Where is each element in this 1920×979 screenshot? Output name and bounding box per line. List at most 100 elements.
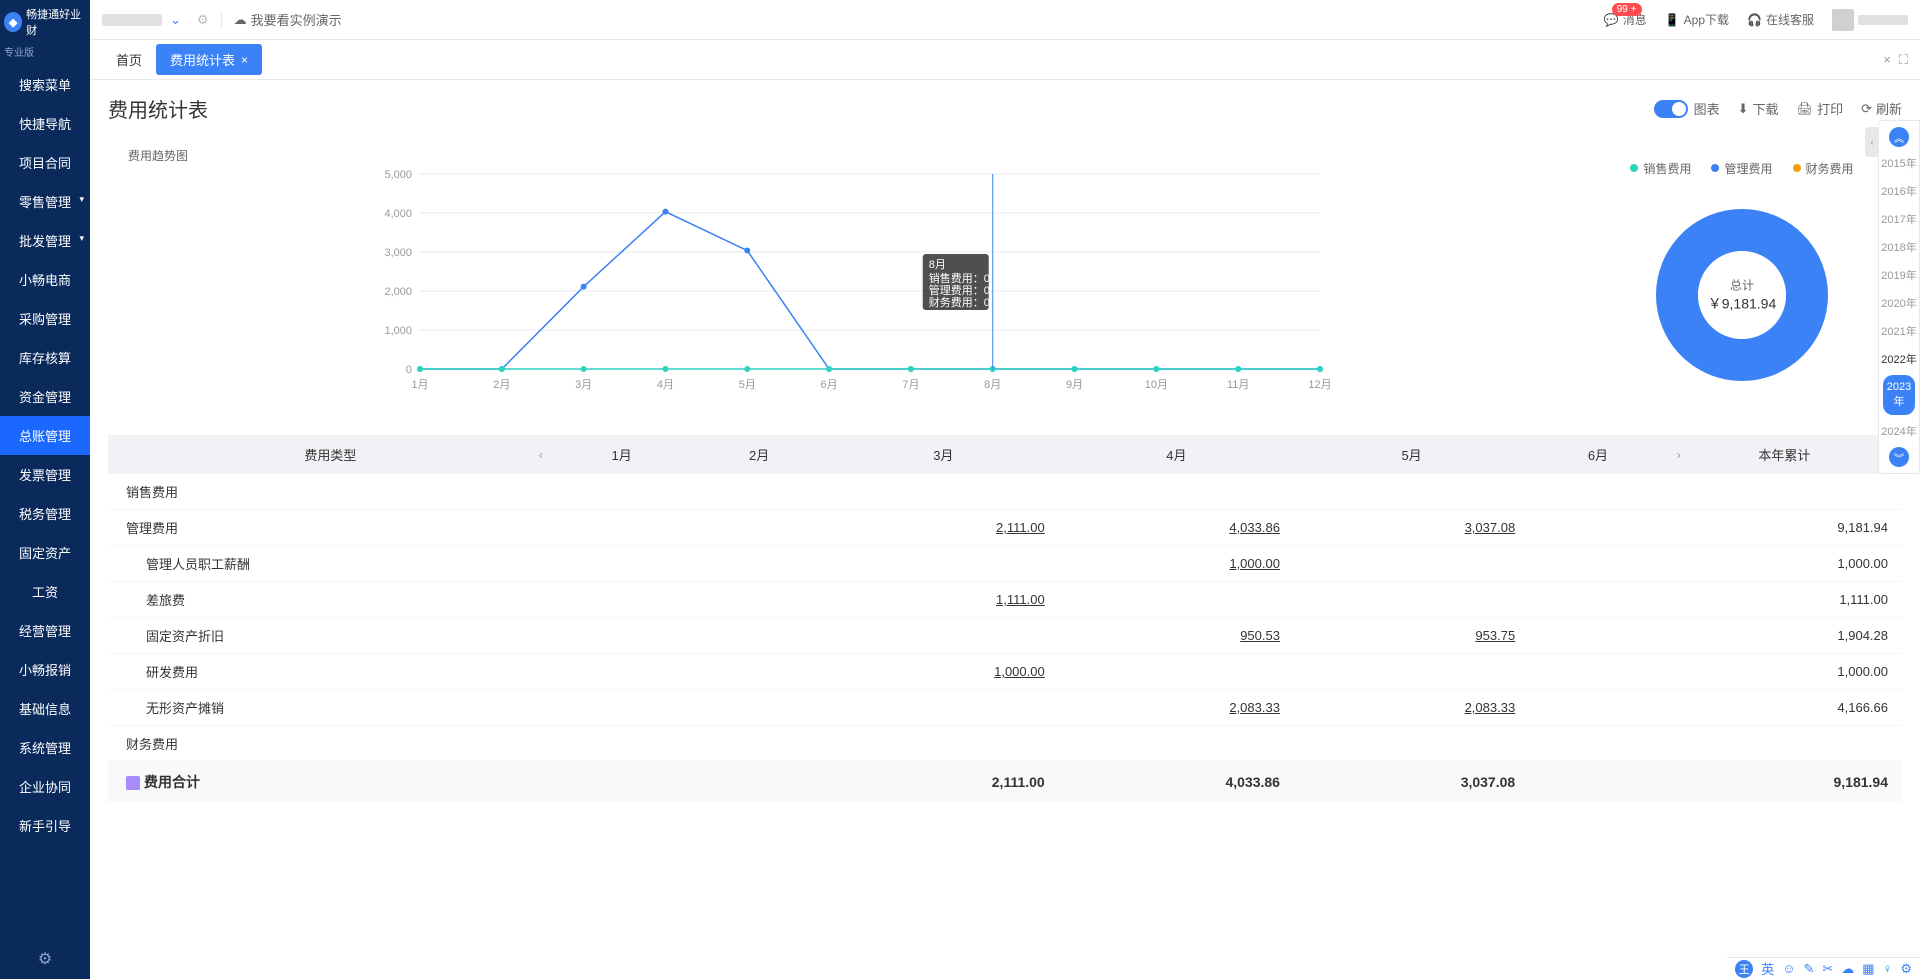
sidebar-item-16[interactable]: 基础信息 xyxy=(0,689,90,728)
app-download-button[interactable]: 📱 App下载 xyxy=(1665,11,1729,28)
tray-edit-icon[interactable]: ✎ xyxy=(1803,961,1814,977)
sidebar-item-7[interactable]: 库存核算 xyxy=(0,338,90,377)
year-option[interactable]: 2022年 xyxy=(1879,345,1919,373)
tray-scissors-icon[interactable]: ✂ xyxy=(1822,961,1833,977)
svg-text:管理费用：0: 管理费用：0 xyxy=(929,283,990,297)
year-option[interactable]: 2024年 xyxy=(1879,417,1919,445)
refresh-button[interactable]: ⟳ 刷新 xyxy=(1861,99,1902,118)
sidebar-item-13[interactable]: 工资 xyxy=(0,572,90,611)
tray-grid-icon[interactable]: ▦ xyxy=(1862,961,1874,977)
year-option[interactable]: 2020年 xyxy=(1879,289,1919,317)
sidebar-item-18[interactable]: 企业协同 xyxy=(0,767,90,806)
download-label: 下载 xyxy=(1753,99,1779,118)
user-menu[interactable] xyxy=(1832,9,1908,31)
column-header: 费用类型‹ xyxy=(108,435,553,474)
table-cell: 1,111.00 xyxy=(828,582,1059,618)
drill-down-link[interactable]: 2,083.33 xyxy=(1229,700,1280,715)
sidebar-item-4[interactable]: 批发管理▾ xyxy=(0,221,90,260)
donut-label: 总计 xyxy=(1708,276,1777,293)
tray-person-icon[interactable]: ♀ xyxy=(1883,961,1893,976)
drill-down-link[interactable]: 1,111.00 xyxy=(996,592,1045,607)
legend-item[interactable]: 管理费用 xyxy=(1711,160,1772,177)
year-option[interactable]: 2017年 xyxy=(1879,205,1919,233)
drill-down-link[interactable]: 2,111.00 xyxy=(996,520,1045,535)
sidebar-item-12[interactable]: 固定资产 xyxy=(0,533,90,572)
brand-edition: 专业版 xyxy=(0,44,90,65)
year-up-button[interactable]: ︽ xyxy=(1889,127,1909,147)
ime-lang[interactable]: 英 xyxy=(1761,959,1774,978)
chart-title: 费用趋势图 xyxy=(128,147,1572,164)
page-header: 费用统计表 图表 ⬇ 下载 🖨 打印 ⟳ 刷新 xyxy=(90,80,1920,137)
sidebar-item-1[interactable]: 快捷导航 xyxy=(0,104,90,143)
sidebar-item-5[interactable]: 小畅电商 xyxy=(0,260,90,299)
table-cell xyxy=(690,510,828,546)
prev-months-icon[interactable]: ‹ xyxy=(539,448,543,462)
column-header: 3月 xyxy=(828,435,1059,474)
footer-cell xyxy=(690,762,828,803)
tab-close-icon[interactable]: × xyxy=(241,53,248,67)
toggle-switch[interactable] xyxy=(1654,100,1688,118)
year-rail: ‹ ︽ 2015年2016年2017年2018年2019年2020年2021年2… xyxy=(1878,120,1920,474)
brand-icon: ◆ xyxy=(4,12,22,32)
column-header: 4月 xyxy=(1059,435,1294,474)
line-chart: 费用趋势图 01,0002,0003,0004,0005,0001月2月3月4月… xyxy=(128,147,1572,397)
sidebar-item-15[interactable]: 小畅报销 xyxy=(0,650,90,689)
sidebar-item-11[interactable]: 税务管理 xyxy=(0,494,90,533)
ime-badge-icon[interactable]: 王 xyxy=(1735,960,1753,978)
tray-cloud-icon[interactable]: ☁ xyxy=(1841,961,1854,977)
download-button[interactable]: ⬇ 下载 xyxy=(1738,99,1779,118)
phone-icon: 📱 xyxy=(1665,13,1680,27)
legend-item[interactable]: 财务费用 xyxy=(1793,160,1854,177)
sidebar-item-3[interactable]: 零售管理▾ xyxy=(0,182,90,221)
sidebar-item-8[interactable]: 资金管理 xyxy=(0,377,90,416)
drill-down-link[interactable]: 1,000.00 xyxy=(1229,556,1280,571)
print-button[interactable]: 🖨 打印 xyxy=(1797,99,1844,118)
table-row: 财务费用 xyxy=(108,726,1902,762)
drill-down-link[interactable]: 953.75 xyxy=(1475,628,1515,643)
close-all-icon[interactable]: × xyxy=(1883,52,1891,68)
table-cell xyxy=(1059,474,1294,510)
drill-down-link[interactable]: 950.53 xyxy=(1240,628,1280,643)
sidebar-item-10[interactable]: 发票管理 xyxy=(0,455,90,494)
drill-down-link[interactable]: 2,083.33 xyxy=(1465,700,1516,715)
year-option[interactable]: 2015年 xyxy=(1879,149,1919,177)
chart-toggle[interactable]: 图表 xyxy=(1654,99,1720,118)
gear-icon[interactable]: ⚙ xyxy=(197,12,209,28)
fullscreen-icon[interactable]: ⛶ xyxy=(1899,52,1908,68)
svg-text:5,000: 5,000 xyxy=(384,169,412,181)
sidebar-item-9[interactable]: 总账管理 xyxy=(0,416,90,455)
sidebar-item-14[interactable]: 经营管理 xyxy=(0,611,90,650)
year-option[interactable]: 2016年 xyxy=(1879,177,1919,205)
drill-down-link[interactable]: 1,000.00 xyxy=(994,664,1045,679)
year-option[interactable]: 2019年 xyxy=(1879,261,1919,289)
sidebar-item-6[interactable]: 采购管理 xyxy=(0,299,90,338)
drill-down-link[interactable]: 3,037.08 xyxy=(1465,520,1516,535)
year-option[interactable]: 2023年 xyxy=(1883,375,1915,415)
sidebar-item-2[interactable]: 项目合同 xyxy=(0,143,90,182)
demo-link[interactable]: ☁ 我要看实例演示 xyxy=(234,10,342,29)
messages-button[interactable]: 💬 消息 99 + xyxy=(1604,11,1647,28)
sidebar-item-0[interactable]: 搜索菜单 xyxy=(0,65,90,104)
legend-item[interactable]: 销售费用 xyxy=(1630,160,1691,177)
tab-home[interactable]: 首页 xyxy=(102,44,156,75)
support-button[interactable]: 🎧 在线客服 xyxy=(1747,11,1814,28)
tray-gear-icon[interactable]: ⚙ xyxy=(1900,961,1912,977)
year-option[interactable]: 2021年 xyxy=(1879,317,1919,345)
sidebar-item-17[interactable]: 系统管理 xyxy=(0,728,90,767)
settings-icon[interactable]: ⚙ xyxy=(38,951,52,968)
next-months-icon[interactable]: › xyxy=(1677,448,1681,462)
sidebar-item-19[interactable]: 新手引导 xyxy=(0,806,90,845)
download-icon: ⬇ xyxy=(1738,101,1749,117)
table-row: 无形资产摊销2,083.332,083.334,166.66 xyxy=(108,690,1902,726)
rail-expand-handle[interactable]: ‹ xyxy=(1865,127,1879,157)
year-down-button[interactable]: ︾ xyxy=(1889,447,1909,467)
svg-text:2月: 2月 xyxy=(493,379,510,391)
table-cell xyxy=(1529,582,1667,618)
table-cell xyxy=(1059,654,1294,690)
year-option[interactable]: 2018年 xyxy=(1879,233,1919,261)
tray-smile-icon[interactable]: ☺ xyxy=(1782,961,1795,976)
tab-expense-report[interactable]: 费用统计表 × xyxy=(156,44,262,75)
org-selector[interactable]: ⌄ xyxy=(102,12,181,28)
table-cell: 管理费用 xyxy=(108,510,553,546)
drill-down-link[interactable]: 4,033.86 xyxy=(1229,520,1280,535)
